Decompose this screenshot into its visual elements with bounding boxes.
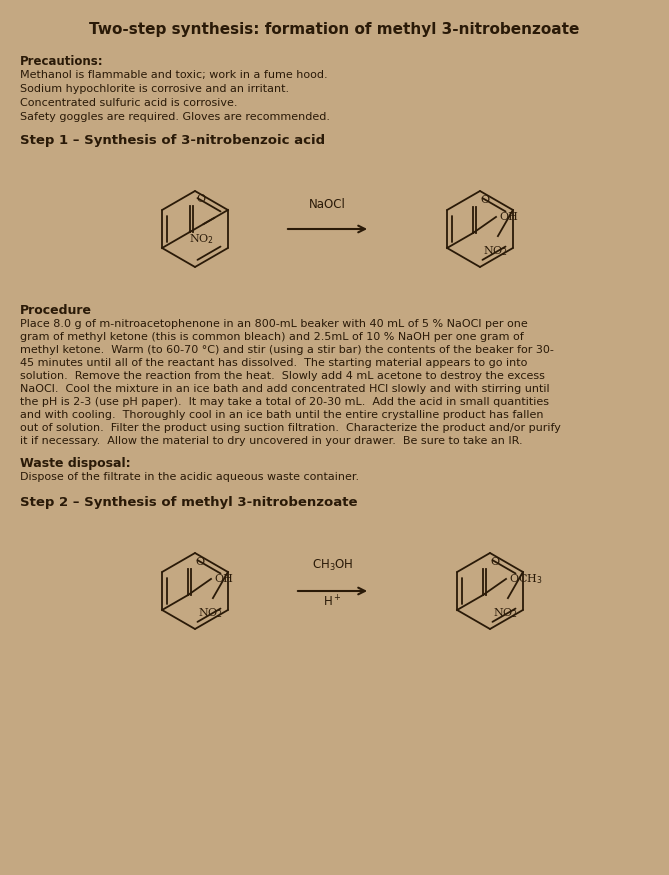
Text: NO$_2$: NO$_2$ [189,232,214,246]
Text: out of solution.  Filter the product using suction filtration.  Characterize the: out of solution. Filter the product usin… [20,423,561,433]
Text: Procedure: Procedure [20,304,92,317]
Text: OCH$_3$: OCH$_3$ [509,572,543,586]
Text: O: O [490,557,499,567]
Text: and with cooling.  Thoroughly cool in an ice bath until the entire crystalline p: and with cooling. Thoroughly cool in an … [20,410,543,420]
Text: Two-step synthesis: formation of methyl 3-nitrobenzoate: Two-step synthesis: formation of methyl … [90,22,579,37]
Text: it if necessary.  Allow the material to dry uncovered in your drawer.  Be sure t: it if necessary. Allow the material to d… [20,436,522,446]
Text: H$^+$: H$^+$ [323,594,342,609]
Text: the pH is 2-3 (use pH paper).  It may take a total of 20-30 mL.  Add the acid in: the pH is 2-3 (use pH paper). It may tak… [20,397,549,407]
Text: NaOCl: NaOCl [309,198,346,211]
Text: O: O [195,557,204,567]
Text: 45 minutes until all of the reactant has dissolved.  The starting material appea: 45 minutes until all of the reactant has… [20,358,527,368]
Text: Sodium hypochlorite is corrosive and an irritant.: Sodium hypochlorite is corrosive and an … [20,84,289,94]
Text: Dispose of the filtrate in the acidic aqueous waste container.: Dispose of the filtrate in the acidic aq… [20,472,359,482]
Text: Place 8.0 g of m-nitroacetophenone in an 800-mL beaker with 40 mL of 5 % NaOCl p: Place 8.0 g of m-nitroacetophenone in an… [20,319,528,329]
Text: O: O [480,195,489,205]
Text: Safety goggles are required. Gloves are recommended.: Safety goggles are required. Gloves are … [20,112,330,122]
Text: Step 1 – Synthesis of 3-nitrobenzoic acid: Step 1 – Synthesis of 3-nitrobenzoic aci… [20,134,325,147]
Text: OH: OH [214,574,233,584]
Text: NaOCl.  Cool the mixture in an ice bath and add concentrated HCl slowly and with: NaOCl. Cool the mixture in an ice bath a… [20,384,550,394]
Text: Methanol is flammable and toxic; work in a fume hood.: Methanol is flammable and toxic; work in… [20,70,328,80]
Text: Step 2 – Synthesis of methyl 3-nitrobenzoate: Step 2 – Synthesis of methyl 3-nitrobenz… [20,496,357,509]
Text: Concentrated sulfuric acid is corrosive.: Concentrated sulfuric acid is corrosive. [20,98,237,108]
Text: Waste disposal:: Waste disposal: [20,457,130,470]
Text: CH$_3$OH: CH$_3$OH [312,558,353,573]
Text: NO$_2$: NO$_2$ [199,606,223,620]
Text: OH: OH [499,212,518,222]
Text: O: O [197,194,206,204]
Text: gram of methyl ketone (this is common bleach) and 2.5mL of 10 % NaOH per one gra: gram of methyl ketone (this is common bl… [20,332,524,342]
Text: Precautions:: Precautions: [20,55,104,68]
Text: methyl ketone.  Warm (to 60-70 °C) and stir (using a stir bar) the contents of t: methyl ketone. Warm (to 60-70 °C) and st… [20,345,554,355]
Text: NO$_2$: NO$_2$ [493,606,518,620]
Text: NO$_2$: NO$_2$ [484,244,508,258]
Text: solution.  Remove the reaction from the heat.  Slowly add 4 mL acetone to destro: solution. Remove the reaction from the h… [20,371,545,381]
